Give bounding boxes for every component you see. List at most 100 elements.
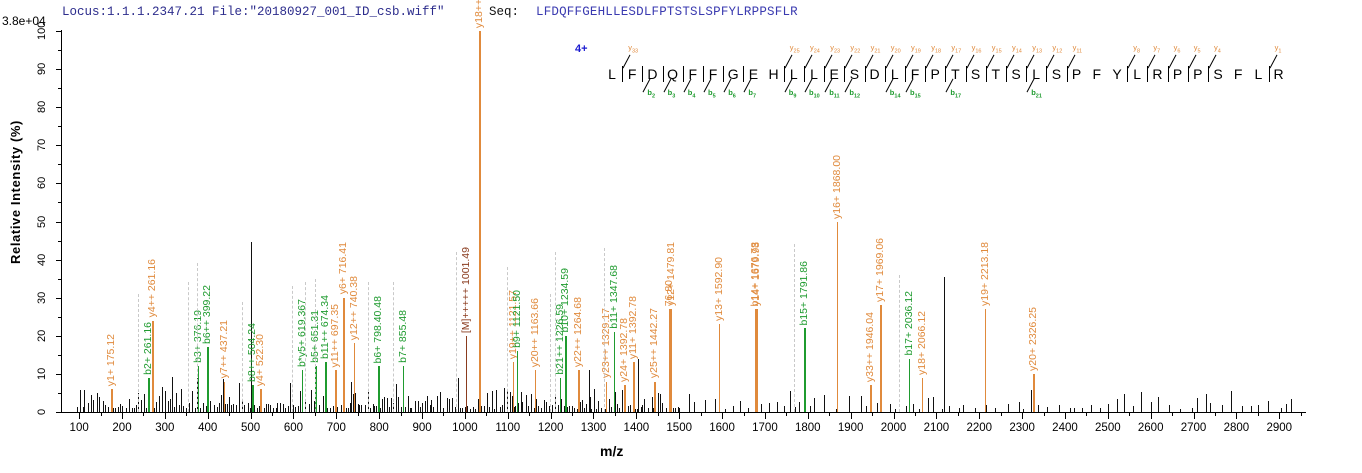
y-axis-tick-label: 90 <box>36 62 48 76</box>
x-axis-tick <box>164 412 166 419</box>
annotated-peak <box>984 309 987 412</box>
b-ion-label: b7 <box>748 88 757 100</box>
spectrum-peak <box>313 400 315 412</box>
spectrum-peak <box>113 408 115 412</box>
x-axis-minor-tick <box>1172 412 1174 416</box>
spectrum-peak <box>848 395 850 412</box>
spectrum-peak <box>395 384 397 412</box>
x-axis-minor-tick <box>1214 412 1216 416</box>
x-axis-tick <box>679 412 681 419</box>
spectrum-peak <box>513 406 515 412</box>
spectrum-peak <box>460 407 462 412</box>
spectrum-peak <box>239 382 241 412</box>
annotated-peak <box>654 381 656 412</box>
residue: S <box>1213 66 1223 82</box>
spectrum-peak <box>279 403 281 412</box>
x-axis-tick <box>979 412 981 419</box>
annotated-peak <box>613 332 616 412</box>
peak-label: y13+ 1592.90 <box>713 257 726 322</box>
x-axis-tick-label: 1600 <box>709 422 735 434</box>
peak-guide-line <box>555 251 557 412</box>
spectrum-peak <box>581 399 583 412</box>
spectrum-peak <box>1158 397 1160 412</box>
spectrum-peak <box>944 276 946 412</box>
spectrum-peak <box>236 404 238 412</box>
b-ion-label: b17 <box>950 88 962 100</box>
b-ion-label: b6 <box>728 88 736 100</box>
spectrum-peak <box>290 383 292 412</box>
spectrum-peak <box>258 405 260 412</box>
spectrum-peak <box>528 406 530 412</box>
sequence-label: Seq: <box>489 5 520 19</box>
spectrum-peak <box>370 407 372 412</box>
spectrum-peak <box>125 407 127 412</box>
spectrum-peak <box>222 379 224 412</box>
y-axis-tick <box>56 221 62 223</box>
spectrum-peak <box>637 409 639 412</box>
spectrum-peak <box>932 397 934 412</box>
x-axis-tick-label: 700 <box>326 422 346 434</box>
spectrum-peak <box>213 404 215 412</box>
spectrum-peak <box>894 408 896 412</box>
annotated-peak <box>578 370 580 412</box>
spectrum-peak <box>464 407 466 412</box>
y-axis-tick <box>56 31 62 32</box>
spectrum-peak <box>538 406 540 412</box>
spectrum-peak <box>525 394 527 412</box>
spectrum-peak <box>1285 403 1287 412</box>
spectrum-peak <box>424 400 426 412</box>
annotated-peak <box>669 309 671 412</box>
x-axis-tick-label: 100 <box>69 422 89 434</box>
y-axis-minor-tick <box>58 164 62 166</box>
spectrum-peak <box>531 394 533 412</box>
annotated-peak <box>252 385 254 412</box>
y-ion-label: y24 <box>810 43 820 55</box>
spectrum-peak <box>108 407 110 412</box>
y-axis-minor-tick <box>58 240 62 242</box>
peak-label: y20+ 2326.25 <box>1027 306 1040 371</box>
spectrum-peak <box>359 404 361 412</box>
x-axis-tick-label: 2900 <box>1266 422 1293 434</box>
peak-label: y33++ 1946.04 <box>864 312 877 383</box>
x-axis-tick <box>464 412 466 419</box>
spectrum-peak <box>381 399 383 412</box>
x-axis-tick-label: 600 <box>283 422 304 434</box>
b-ion-label: b21 <box>1031 88 1042 100</box>
annotated-peak <box>207 347 209 412</box>
spectrum-peak <box>536 399 538 412</box>
spectrum-peak <box>618 408 620 412</box>
spectrum-peak <box>1099 408 1101 412</box>
x-axis-tick-label: 2000 <box>880 422 907 434</box>
x-axis-minor-tick <box>786 412 788 416</box>
spectrum-peak <box>143 394 145 412</box>
y-ion-label: y14 <box>1012 43 1022 55</box>
x-axis-tick <box>1150 412 1152 419</box>
spectrum-peak <box>349 403 351 412</box>
spectrum-peak <box>473 407 475 412</box>
x-axis-minor-tick <box>700 412 702 416</box>
x-axis-minor-tick <box>529 412 531 416</box>
spectrum-peak <box>117 406 119 412</box>
spectrum-peak <box>655 398 657 412</box>
spectrum-peak <box>733 406 735 412</box>
spectrum-peak <box>418 401 420 412</box>
spectrum-peak <box>515 405 517 412</box>
spectrum-peak <box>499 406 501 412</box>
x-axis-minor-tick <box>186 412 188 416</box>
x-axis-tick <box>936 412 938 419</box>
y-ion-cut-bar <box>783 66 785 82</box>
spectrum-peak <box>345 407 347 412</box>
spectrum-peak <box>268 403 270 412</box>
residue: L <box>1254 66 1263 82</box>
x-axis-tick <box>893 412 895 419</box>
spectrum-peak <box>350 382 352 412</box>
y-ion-cut-bar <box>925 66 927 82</box>
spectrum-peak <box>276 407 277 412</box>
y-axis-tick <box>56 259 62 261</box>
spectrum-peak <box>564 405 566 412</box>
spectrum-peak <box>311 390 313 412</box>
y-axis-tick-label: 30 <box>36 291 48 304</box>
peak-guide-line <box>138 293 140 412</box>
y-ion-label: y19 <box>911 43 921 55</box>
spectrum-peak <box>577 409 579 412</box>
